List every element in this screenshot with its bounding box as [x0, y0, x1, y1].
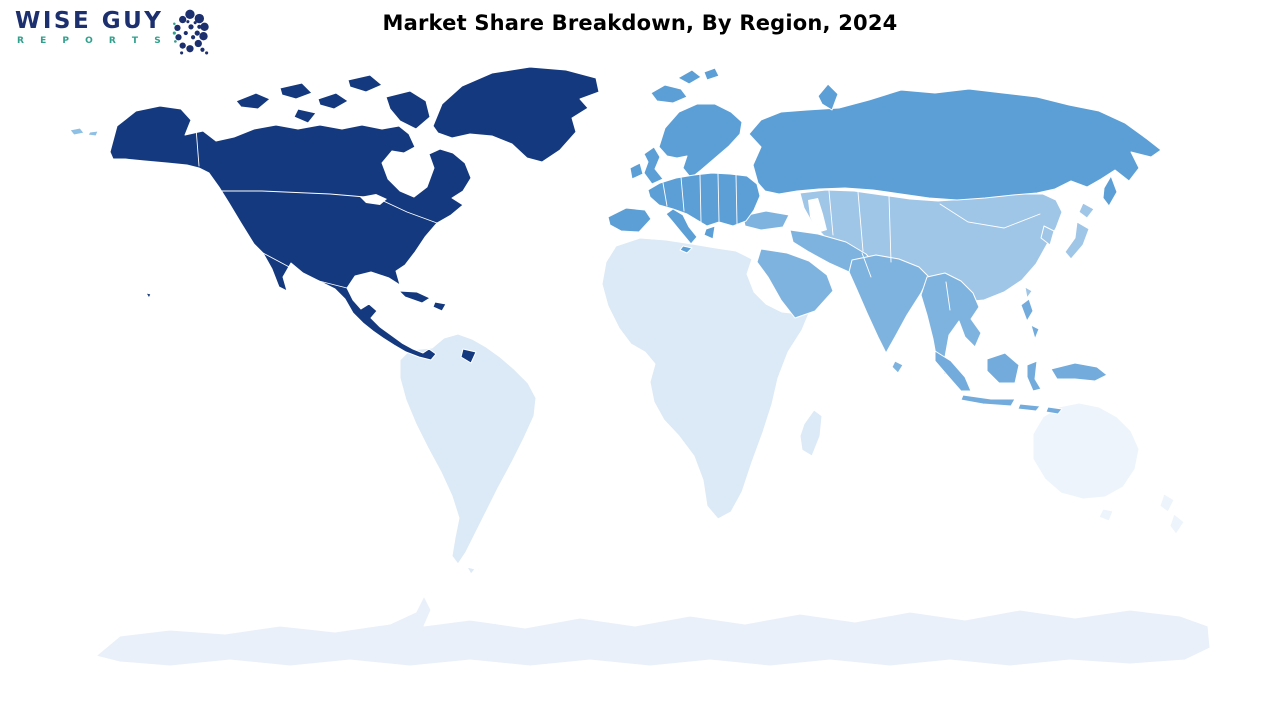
map-regions-group: [69, 66, 1211, 667]
border-europe-4: [717, 173, 720, 222]
region-se-asia-mainland: [920, 272, 982, 376]
logo-reports-label: R E P O R T S: [17, 36, 168, 47]
border-central-asia-3: [888, 195, 892, 263]
logo-text: WISE GUY R E P O R T S: [15, 9, 167, 46]
border-us-canada: [198, 190, 378, 199]
region-aleutians-west: [69, 127, 85, 136]
caspian-sea: [808, 198, 827, 233]
region-sakhalin: [1102, 175, 1118, 207]
region-sri-lanka: [891, 360, 904, 374]
region-scandinavia: [658, 103, 743, 179]
region-java: [960, 394, 1016, 407]
border-india-pakistan: [861, 252, 872, 278]
region-africa: [601, 237, 813, 520]
region-south-america: [399, 333, 537, 565]
border-us-mexico: [262, 252, 348, 289]
region-iceland: [650, 84, 688, 104]
region-europe-mainland: [647, 172, 761, 227]
border-europe-5: [735, 174, 738, 225]
region-ireland: [629, 162, 644, 180]
region-hawaii: [145, 292, 152, 299]
region-novaya-zemlya: [817, 83, 839, 111]
border-central-asia-1: [828, 190, 834, 236]
border-us-canada-east: [376, 197, 438, 224]
border-se-asia: [945, 281, 951, 311]
region-sulawesi: [1026, 360, 1042, 392]
region-arctic-island-2: [279, 82, 313, 100]
region-arctic-island-3: [317, 92, 349, 110]
region-philippines-north: [1020, 298, 1034, 322]
region-svalbard-east: [703, 67, 720, 81]
region-borneo: [986, 352, 1020, 384]
region-tasmania: [1098, 508, 1114, 522]
border-mongolia-china: [939, 203, 1041, 229]
region-hispaniola: [432, 301, 447, 312]
region-madagascar: [799, 409, 823, 457]
region-ellesmere: [347, 74, 383, 93]
region-india: [848, 254, 930, 354]
wise-guy-reports-logo: WISE GUY R E P O R T S: [15, 9, 212, 56]
region-italy: [665, 208, 698, 245]
region-new-guinea: [1050, 362, 1108, 382]
chart-title: Market Share Breakdown, By Region, 2024: [382, 11, 898, 35]
region-new-zealand-south: [1169, 513, 1185, 535]
region-antarctica: [95, 595, 1211, 667]
region-sicily: [679, 245, 693, 254]
border-alaska-canada: [195, 127, 200, 167]
region-cuba: [398, 290, 431, 304]
logo-wordmark: WISE GUY: [15, 8, 164, 34]
border-europe-2: [680, 176, 685, 212]
region-svalbard-west: [677, 69, 702, 85]
region-french-guiana: [460, 348, 477, 364]
region-north-america-mainland: [109, 105, 472, 361]
region-aleutians-east: [87, 130, 99, 137]
region-greece: [703, 225, 716, 240]
region-sumatra: [934, 350, 972, 392]
region-new-zealand-north: [1159, 493, 1175, 513]
region-philippines-south: [1030, 324, 1040, 340]
region-great-britain: [643, 146, 664, 185]
region-iberia: [607, 207, 652, 233]
map-borders-group: [195, 127, 1041, 311]
dotted-head-logo-icon: [172, 9, 209, 55]
region-turkey: [742, 210, 790, 231]
border-europe-3: [699, 174, 702, 223]
region-lesser-sunda: [1017, 403, 1041, 412]
region-arctic-island-4: [293, 108, 317, 124]
region-australia: [1032, 402, 1140, 500]
region-arctic-island-1: [235, 92, 271, 110]
region-greenland: [432, 66, 600, 163]
region-japan-honshu: [1064, 221, 1090, 260]
region-falkland-islands: [466, 566, 476, 575]
region-arabian-peninsula: [756, 248, 834, 319]
border-central-asia-2: [857, 191, 864, 252]
region-russia: [748, 88, 1162, 201]
region-japan-hokkaido: [1078, 202, 1095, 219]
border-europe-1: [662, 182, 668, 207]
region-moluccas: [1045, 406, 1063, 415]
region-korea: [1040, 225, 1055, 246]
region-baffin: [385, 90, 431, 130]
region-taiwan: [1024, 286, 1033, 299]
